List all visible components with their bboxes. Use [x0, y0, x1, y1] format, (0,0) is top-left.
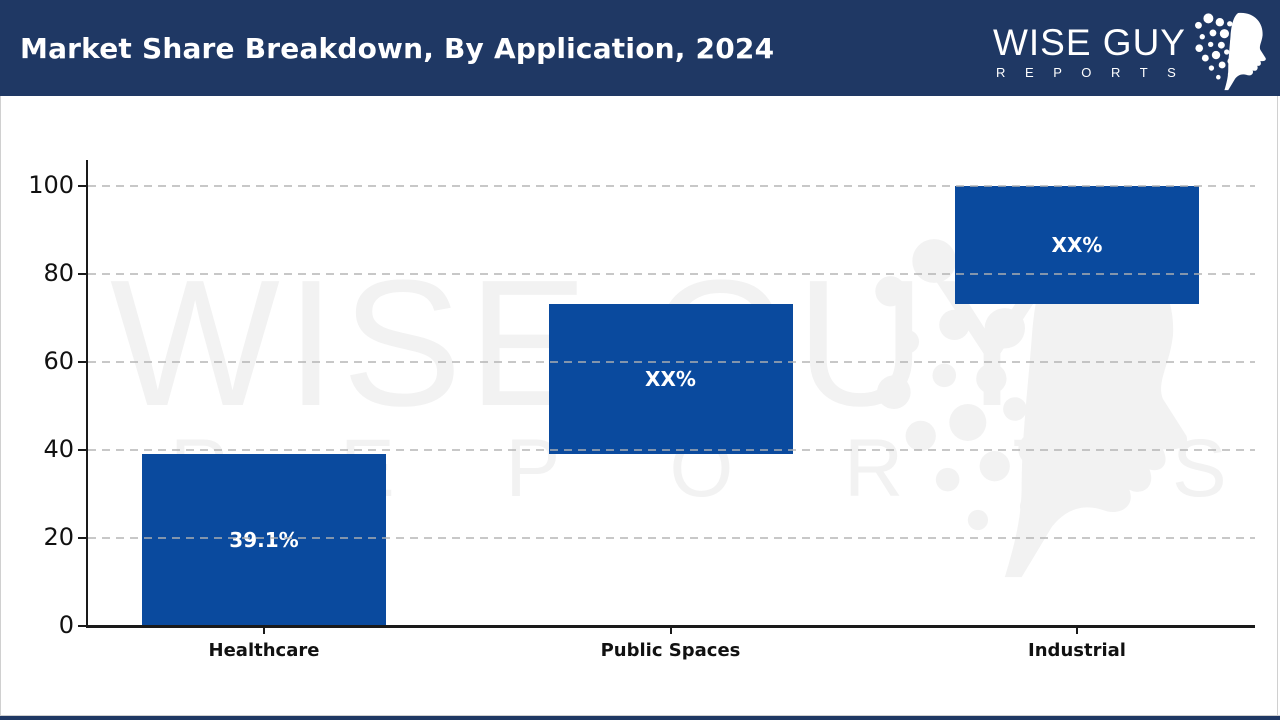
xtick-label-healthcare: Healthcare — [208, 640, 320, 661]
frame-border-left — [0, 96, 1, 716]
brand-subtitle: R E P O R T S — [995, 65, 1184, 80]
gridline-100 — [88, 185, 1255, 188]
gridline-40 — [88, 449, 1255, 452]
brand-logo: WISE GUY R E P O R T S — [993, 10, 1268, 94]
ytick-label-20: 20 — [43, 523, 74, 552]
bar-industrial: XX% — [955, 186, 1199, 304]
bar-healthcare: 39.1% — [142, 454, 386, 626]
xtick-mark-2 — [669, 627, 672, 634]
gridline-20 — [88, 537, 1255, 540]
ytick-label-100: 100 — [28, 171, 74, 200]
bar-value-label: XX% — [1051, 233, 1103, 258]
x-axis-line — [86, 625, 1255, 628]
footer-bar — [0, 716, 1280, 720]
bar-public-spaces: XX% — [548, 303, 793, 455]
brand-text: WISE GUY R E P O R T S — [993, 24, 1186, 80]
ytick-label-80: 80 — [43, 259, 74, 288]
ytick-mark-100 — [78, 185, 88, 188]
xtick-label-public-spaces: Public Spaces — [600, 640, 741, 661]
ytick-label-60: 60 — [43, 347, 74, 376]
ytick-mark-20 — [78, 537, 88, 540]
bar-value-label: XX% — [645, 366, 696, 391]
gridline-60 — [88, 361, 1255, 364]
frame-border-right — [1277, 96, 1278, 716]
y-axis-line — [86, 160, 88, 628]
frame-border-bottom — [0, 715, 1280, 716]
gridline-80 — [88, 273, 1255, 276]
ytick-mark-40 — [78, 449, 88, 452]
brand-name: WISE GUY — [992, 22, 1186, 63]
page-title: Market Share Breakdown, By Application, … — [20, 31, 775, 65]
header-bar: Market Share Breakdown, By Application, … — [0, 0, 1280, 96]
ytick-mark-80 — [78, 273, 88, 276]
bar-value-label: 39.1% — [229, 528, 299, 553]
xtick-mark-3 — [1076, 627, 1078, 634]
brand-face-icon — [1195, 12, 1266, 91]
ytick-mark-0 — [78, 625, 88, 627]
ytick-mark-60 — [78, 361, 88, 364]
ytick-label-0: 0 — [58, 611, 74, 639]
xtick-label-industrial: Industrial — [1028, 640, 1126, 661]
xtick-mark-1 — [263, 627, 265, 634]
ytick-label-40: 40 — [43, 435, 74, 464]
